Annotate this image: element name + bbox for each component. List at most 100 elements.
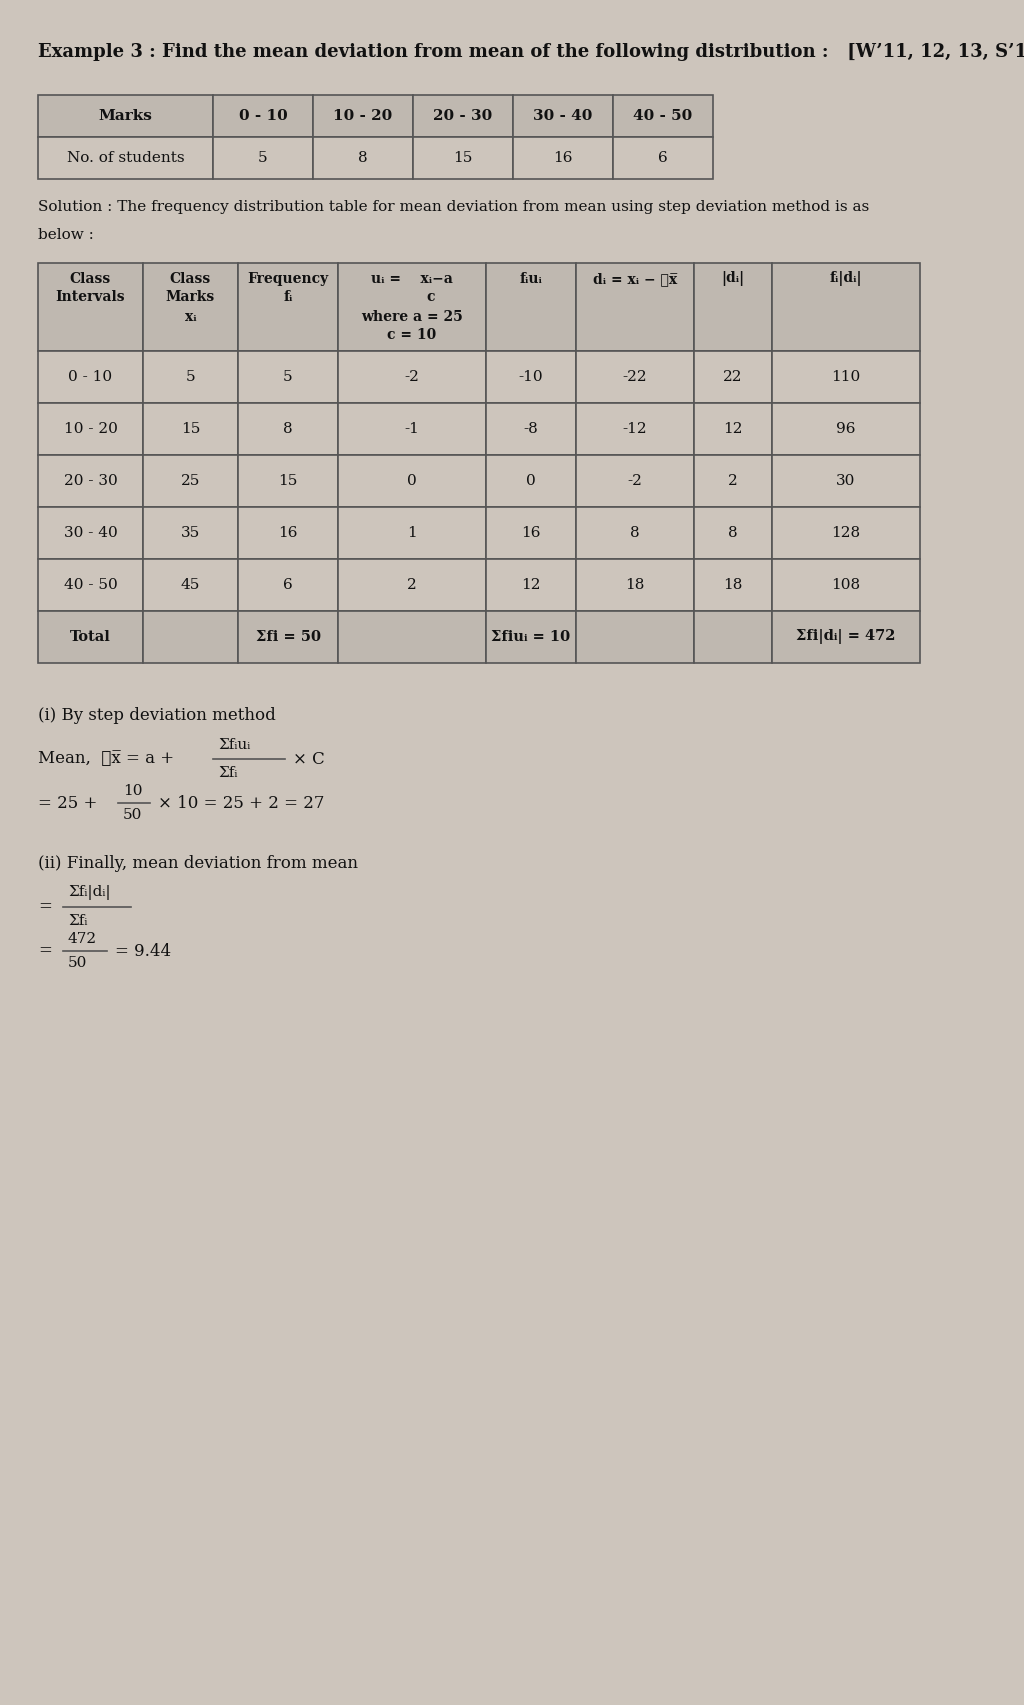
Bar: [238, 506, 338, 559]
Text: (i) By step deviation method: (i) By step deviation method: [38, 706, 275, 723]
Text: 10 - 20: 10 - 20: [63, 423, 118, 436]
Text: 8: 8: [630, 527, 640, 540]
Text: dᵢ = xᵢ − ͚x̅: dᵢ = xᵢ − ͚x̅: [593, 273, 677, 286]
Bar: [613, 95, 713, 136]
Bar: [338, 351, 486, 402]
Text: 30: 30: [837, 474, 856, 488]
Bar: [38, 95, 213, 136]
Text: Class: Class: [170, 273, 211, 286]
Text: 40 - 50: 40 - 50: [63, 578, 118, 592]
Bar: [513, 136, 613, 179]
Bar: [238, 263, 338, 351]
Bar: [143, 559, 238, 610]
Text: Σfᵢ: Σfᵢ: [68, 914, 87, 928]
Text: 0 - 10: 0 - 10: [69, 370, 113, 384]
Text: Marks: Marks: [166, 290, 215, 303]
Bar: [575, 506, 694, 559]
Bar: [238, 402, 338, 455]
Text: xᵢ: xᵢ: [184, 310, 197, 324]
Text: Marks: Marks: [98, 109, 153, 123]
Bar: [694, 263, 772, 351]
Text: Mean,  ͚x̅ = a +: Mean, ͚x̅ = a +: [38, 750, 174, 767]
Text: fᵢuᵢ: fᵢuᵢ: [519, 273, 543, 286]
Bar: [486, 506, 575, 559]
Text: 12: 12: [521, 578, 541, 592]
Text: -12: -12: [623, 423, 647, 436]
Bar: [772, 455, 920, 506]
Text: 2: 2: [408, 578, 417, 592]
Text: 20 - 30: 20 - 30: [433, 109, 493, 123]
Bar: [486, 559, 575, 610]
Bar: [575, 610, 694, 663]
Bar: [338, 402, 486, 455]
Bar: [772, 263, 920, 351]
Text: 30 - 40: 30 - 40: [63, 527, 118, 540]
Text: =: =: [38, 899, 52, 916]
Text: Σfiuᵢ = 10: Σfiuᵢ = 10: [492, 631, 570, 644]
Text: 15: 15: [181, 423, 200, 436]
Bar: [613, 136, 713, 179]
Text: 12: 12: [723, 423, 742, 436]
Bar: [38, 351, 143, 402]
Text: 50: 50: [123, 808, 142, 822]
Text: 0 - 10: 0 - 10: [239, 109, 288, 123]
Text: 2: 2: [728, 474, 738, 488]
Text: = 25 +: = 25 +: [38, 795, 97, 812]
Bar: [338, 559, 486, 610]
Text: 5: 5: [258, 152, 268, 165]
Bar: [513, 95, 613, 136]
Bar: [486, 610, 575, 663]
Bar: [575, 351, 694, 402]
Text: -22: -22: [623, 370, 647, 384]
Bar: [338, 455, 486, 506]
Bar: [238, 559, 338, 610]
Text: 0: 0: [526, 474, 536, 488]
Text: 5: 5: [185, 370, 196, 384]
Text: Frequency: Frequency: [248, 273, 329, 286]
Text: 16: 16: [553, 152, 572, 165]
Bar: [38, 402, 143, 455]
Bar: [313, 136, 413, 179]
Bar: [772, 402, 920, 455]
Text: Example 3 : Find the mean deviation from mean of the following distribution :   : Example 3 : Find the mean deviation from…: [38, 43, 1024, 61]
Bar: [772, 610, 920, 663]
Text: 128: 128: [831, 527, 860, 540]
Text: Σfᵢuᵢ: Σfᵢuᵢ: [218, 738, 250, 752]
Bar: [143, 455, 238, 506]
Text: 35: 35: [181, 527, 200, 540]
Text: -1: -1: [404, 423, 420, 436]
Text: fᵢ: fᵢ: [284, 290, 293, 303]
Text: 8: 8: [284, 423, 293, 436]
Bar: [486, 351, 575, 402]
Bar: [38, 506, 143, 559]
Text: 10 - 20: 10 - 20: [334, 109, 392, 123]
Text: 5: 5: [284, 370, 293, 384]
Text: Σfᵢ: Σfᵢ: [218, 766, 238, 779]
Text: (ii) Finally, mean deviation from mean: (ii) Finally, mean deviation from mean: [38, 854, 358, 871]
Text: 45: 45: [181, 578, 200, 592]
Bar: [143, 610, 238, 663]
Bar: [694, 351, 772, 402]
Text: 6: 6: [283, 578, 293, 592]
Text: 50: 50: [68, 957, 87, 970]
Bar: [143, 402, 238, 455]
Text: below :: below :: [38, 228, 94, 242]
Bar: [772, 559, 920, 610]
Text: 10: 10: [123, 784, 142, 798]
Text: 18: 18: [723, 578, 742, 592]
Text: uᵢ =    xᵢ−a: uᵢ = xᵢ−a: [371, 273, 453, 286]
Text: 110: 110: [831, 370, 860, 384]
Text: 6: 6: [658, 152, 668, 165]
Bar: [338, 506, 486, 559]
Bar: [238, 351, 338, 402]
Text: Σfi|dᵢ| = 472: Σfi|dᵢ| = 472: [797, 629, 896, 644]
Text: 96: 96: [837, 423, 856, 436]
Text: 40 - 50: 40 - 50: [634, 109, 692, 123]
Bar: [694, 402, 772, 455]
Text: No. of students: No. of students: [67, 152, 184, 165]
Text: c: c: [388, 290, 436, 303]
Text: Intervals: Intervals: [55, 290, 125, 303]
Text: 472: 472: [68, 933, 97, 946]
Text: 18: 18: [626, 578, 645, 592]
Text: 15: 15: [454, 152, 473, 165]
